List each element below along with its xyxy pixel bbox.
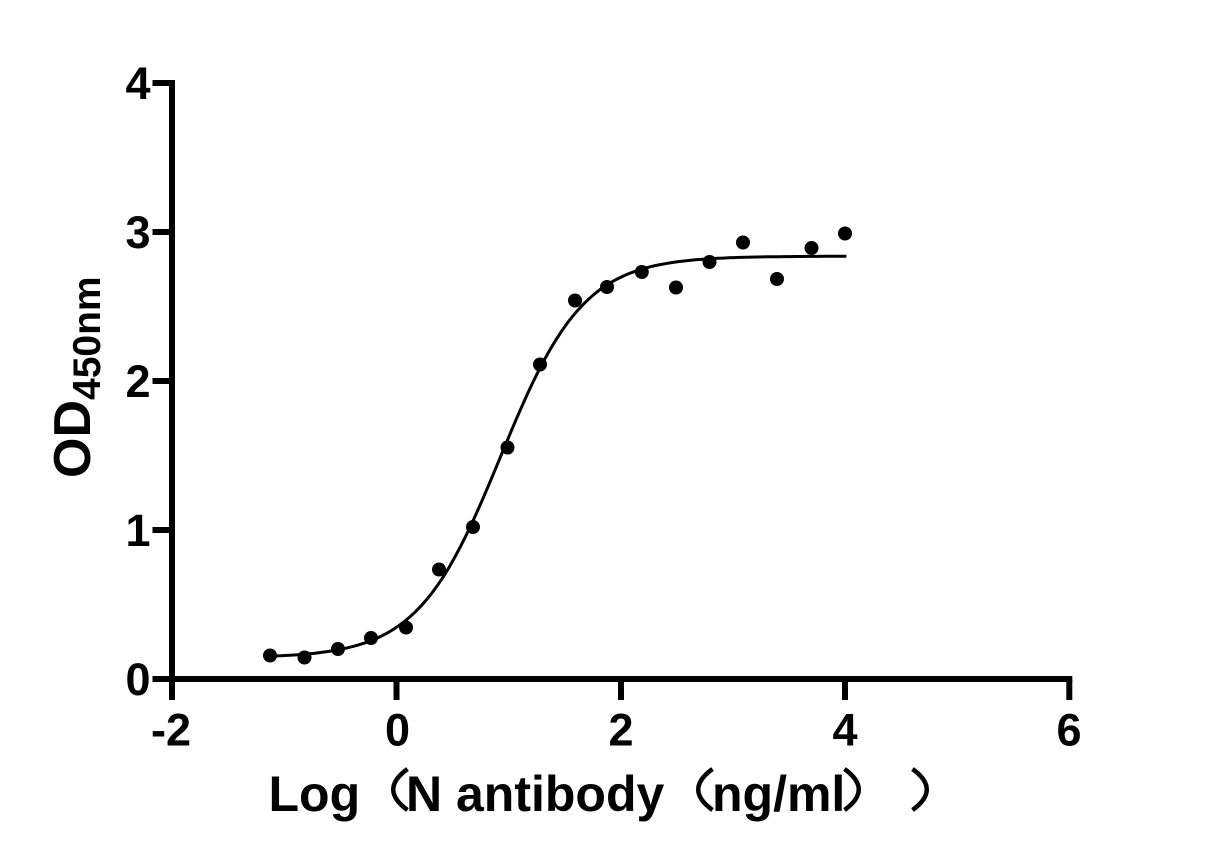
svg-text:0: 0 bbox=[125, 654, 150, 705]
svg-text:ng/ml: ng/ml bbox=[712, 766, 845, 822]
svg-text:-2: -2 bbox=[151, 705, 191, 756]
svg-text:1: 1 bbox=[125, 505, 150, 556]
svg-text:0: 0 bbox=[385, 705, 410, 756]
svg-text:4: 4 bbox=[832, 705, 857, 756]
svg-text:6: 6 bbox=[1056, 705, 1081, 756]
svg-text:4: 4 bbox=[125, 58, 150, 109]
svg-text:N antibody: N antibody bbox=[406, 766, 665, 822]
svg-text:3: 3 bbox=[125, 207, 150, 258]
svg-text:2: 2 bbox=[608, 705, 633, 756]
svg-text:Log: Log bbox=[269, 766, 361, 822]
svg-text:2: 2 bbox=[125, 356, 150, 407]
